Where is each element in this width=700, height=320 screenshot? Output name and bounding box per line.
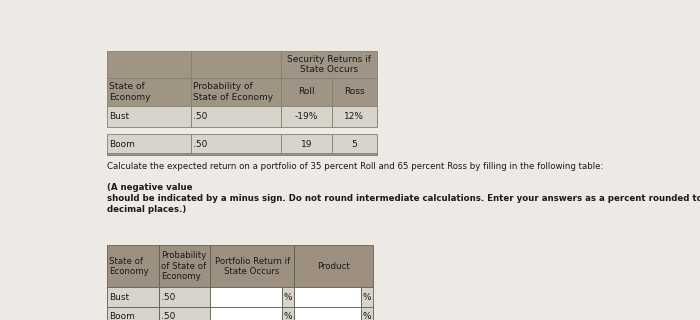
FancyBboxPatch shape <box>282 307 294 320</box>
Text: .50: .50 <box>161 312 175 320</box>
Text: %: % <box>284 292 293 302</box>
FancyBboxPatch shape <box>107 287 159 307</box>
Text: Portfolio Return if
State Occurs: Portfolio Return if State Occurs <box>215 257 290 276</box>
FancyBboxPatch shape <box>210 245 294 287</box>
FancyBboxPatch shape <box>191 51 281 78</box>
Text: Probability of
State of Economy: Probability of State of Economy <box>193 82 274 102</box>
FancyBboxPatch shape <box>294 287 361 307</box>
Text: 12%: 12% <box>344 112 365 121</box>
Text: %: % <box>363 292 371 302</box>
FancyBboxPatch shape <box>361 287 373 307</box>
FancyBboxPatch shape <box>159 245 210 287</box>
FancyBboxPatch shape <box>281 106 332 127</box>
Text: Roll: Roll <box>298 87 315 97</box>
FancyBboxPatch shape <box>107 245 159 287</box>
FancyBboxPatch shape <box>294 307 361 320</box>
Text: Calculate the expected return on a portfolio of 35 percent Roll and 65 percent R: Calculate the expected return on a portf… <box>107 162 606 171</box>
FancyBboxPatch shape <box>191 134 281 156</box>
Text: Boom: Boom <box>109 140 135 149</box>
Text: State of
Economy: State of Economy <box>109 257 149 276</box>
Text: .50: .50 <box>161 292 175 302</box>
FancyBboxPatch shape <box>332 106 377 127</box>
FancyBboxPatch shape <box>159 287 210 307</box>
Text: State of
Economy: State of Economy <box>109 82 150 102</box>
FancyBboxPatch shape <box>210 307 282 320</box>
FancyBboxPatch shape <box>281 51 377 78</box>
Text: .50: .50 <box>193 140 208 149</box>
FancyBboxPatch shape <box>107 154 377 156</box>
Text: .50: .50 <box>193 112 208 121</box>
FancyBboxPatch shape <box>361 307 373 320</box>
FancyBboxPatch shape <box>107 51 191 78</box>
Text: Product: Product <box>317 262 350 271</box>
FancyBboxPatch shape <box>191 78 281 106</box>
FancyBboxPatch shape <box>332 134 377 156</box>
Text: 5: 5 <box>351 140 357 149</box>
FancyBboxPatch shape <box>332 78 377 106</box>
FancyBboxPatch shape <box>107 134 191 156</box>
Text: %: % <box>363 312 371 320</box>
FancyBboxPatch shape <box>281 78 332 106</box>
Text: (A negative value
should be indicated by a minus sign. Do not round intermediate: (A negative value should be indicated by… <box>107 182 700 214</box>
FancyBboxPatch shape <box>107 106 191 127</box>
FancyBboxPatch shape <box>210 287 282 307</box>
Text: %: % <box>284 312 293 320</box>
FancyBboxPatch shape <box>107 307 159 320</box>
FancyBboxPatch shape <box>191 106 281 127</box>
Text: 19: 19 <box>300 140 312 149</box>
Text: Bust: Bust <box>109 112 130 121</box>
Text: Boom: Boom <box>109 312 135 320</box>
Text: Ross: Ross <box>344 87 365 97</box>
FancyBboxPatch shape <box>282 287 294 307</box>
FancyBboxPatch shape <box>281 134 332 156</box>
FancyBboxPatch shape <box>107 78 191 106</box>
Text: -19%: -19% <box>295 112 318 121</box>
Text: Security Returns if
State Occurs: Security Returns if State Occurs <box>286 55 370 74</box>
FancyBboxPatch shape <box>294 245 373 287</box>
Text: Bust: Bust <box>109 292 130 302</box>
FancyBboxPatch shape <box>159 307 210 320</box>
Text: Probability
of State of
Economy: Probability of State of Economy <box>161 252 206 281</box>
